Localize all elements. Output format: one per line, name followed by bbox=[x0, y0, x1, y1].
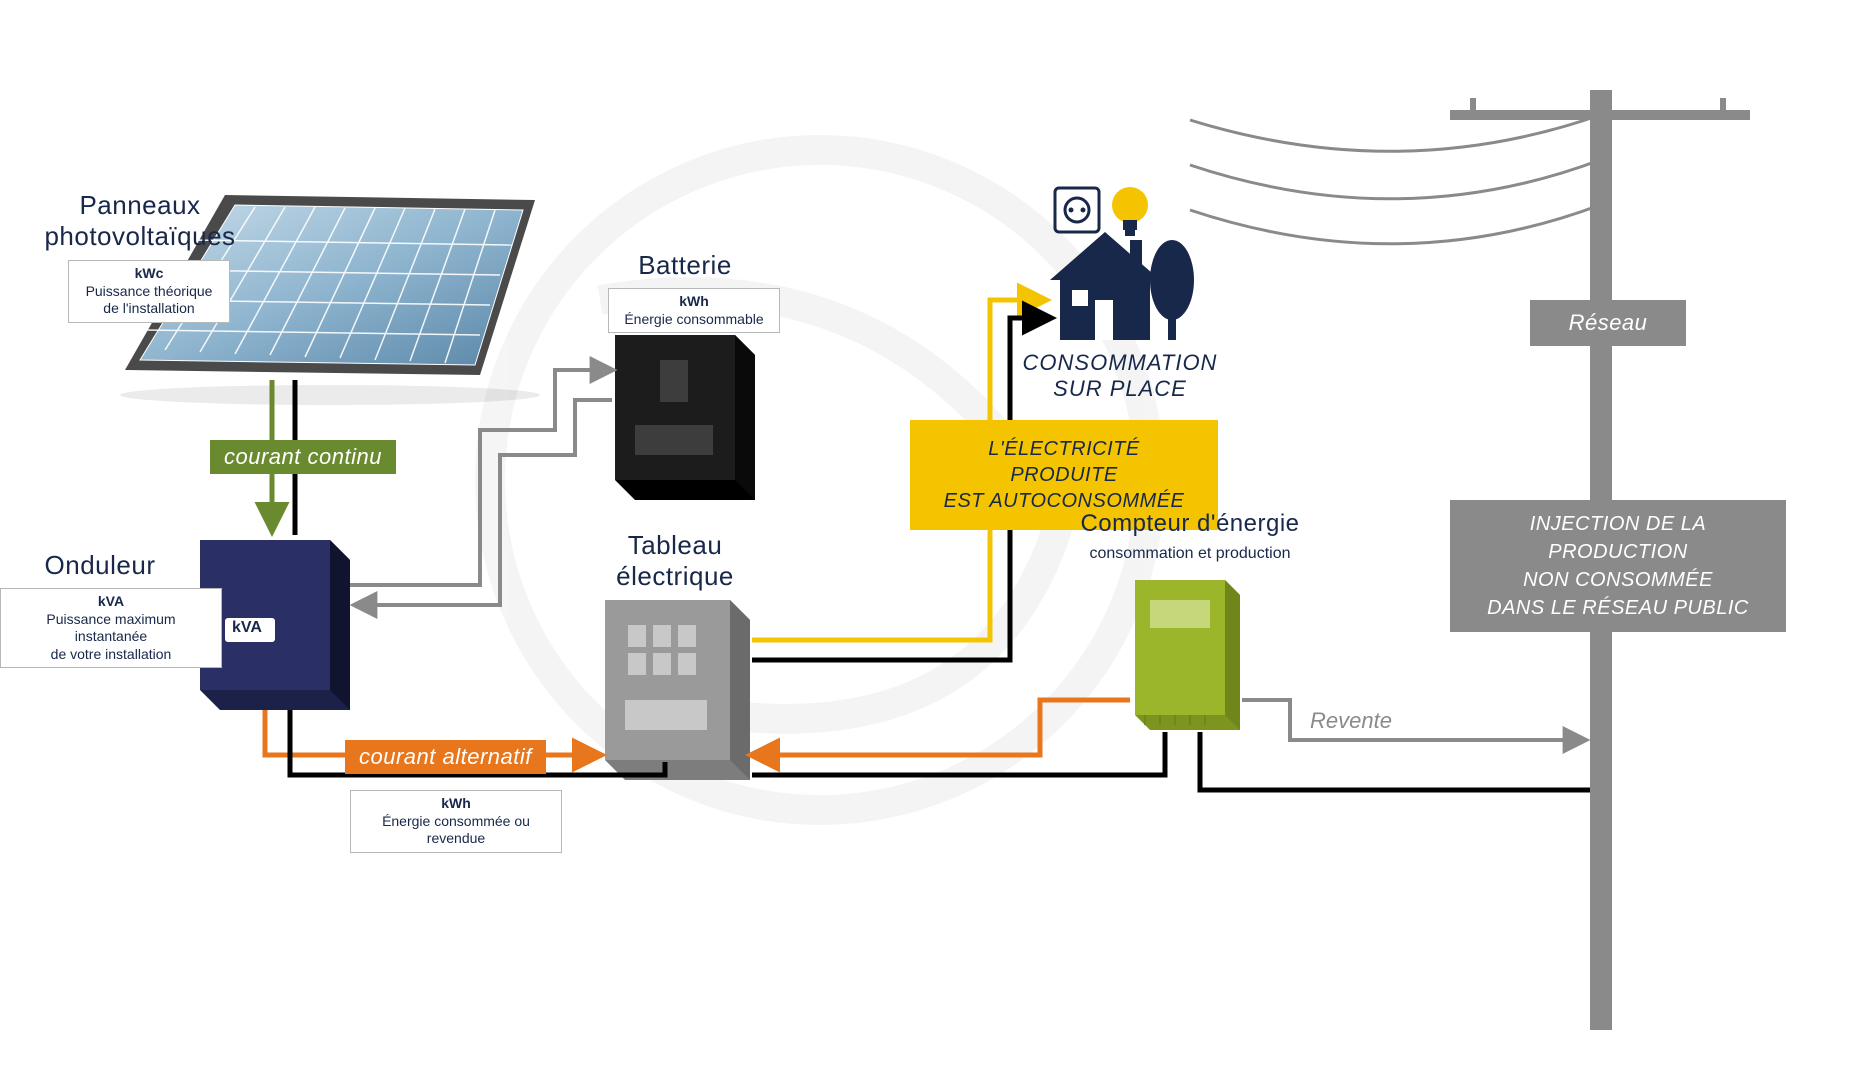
battery-infobox: kWhÉnergie consommable bbox=[608, 288, 780, 333]
reseau-pill: Réseau bbox=[1530, 300, 1686, 346]
meter-sub: consommation et production bbox=[1070, 545, 1310, 563]
switchboard-title: Tableau électrique bbox=[600, 530, 750, 592]
dc-tag: courant continu bbox=[210, 440, 396, 474]
panels-title: Panneaux photovoltaïques bbox=[40, 190, 240, 252]
inverter-infobox: kVAPuissance maximum instantanée de votr… bbox=[0, 588, 222, 668]
injection-pill: INJECTION DE LA PRODUCTION NON CONSOMMÉE… bbox=[1450, 500, 1786, 632]
inverter-title: Onduleur bbox=[20, 550, 180, 581]
battery-title: Batterie bbox=[620, 250, 750, 281]
bulb-icon bbox=[1112, 187, 1148, 236]
ac-tag: courant alternatif bbox=[345, 740, 546, 774]
inverter-icon bbox=[200, 540, 350, 710]
meter-title: Compteur d'énergie bbox=[1070, 510, 1310, 538]
panels-infobox: kWcPuissance théorique de l'installation bbox=[68, 260, 230, 323]
revente-label: Revente bbox=[1310, 708, 1392, 734]
battery-icon bbox=[615, 335, 755, 500]
outlet-icon bbox=[1055, 188, 1099, 232]
conso-label: CONSOMMATIONSUR PLACE bbox=[1010, 350, 1230, 403]
switchboard-icon bbox=[605, 600, 750, 780]
meter-icon bbox=[1135, 580, 1240, 730]
inverter-badge: kVA bbox=[232, 619, 262, 637]
ac-infobox: kWhÉnergie consommée ou revendue bbox=[350, 790, 562, 853]
diagram-stage: Panneaux photovoltaïques kWcPuissance th… bbox=[0, 0, 1859, 1080]
